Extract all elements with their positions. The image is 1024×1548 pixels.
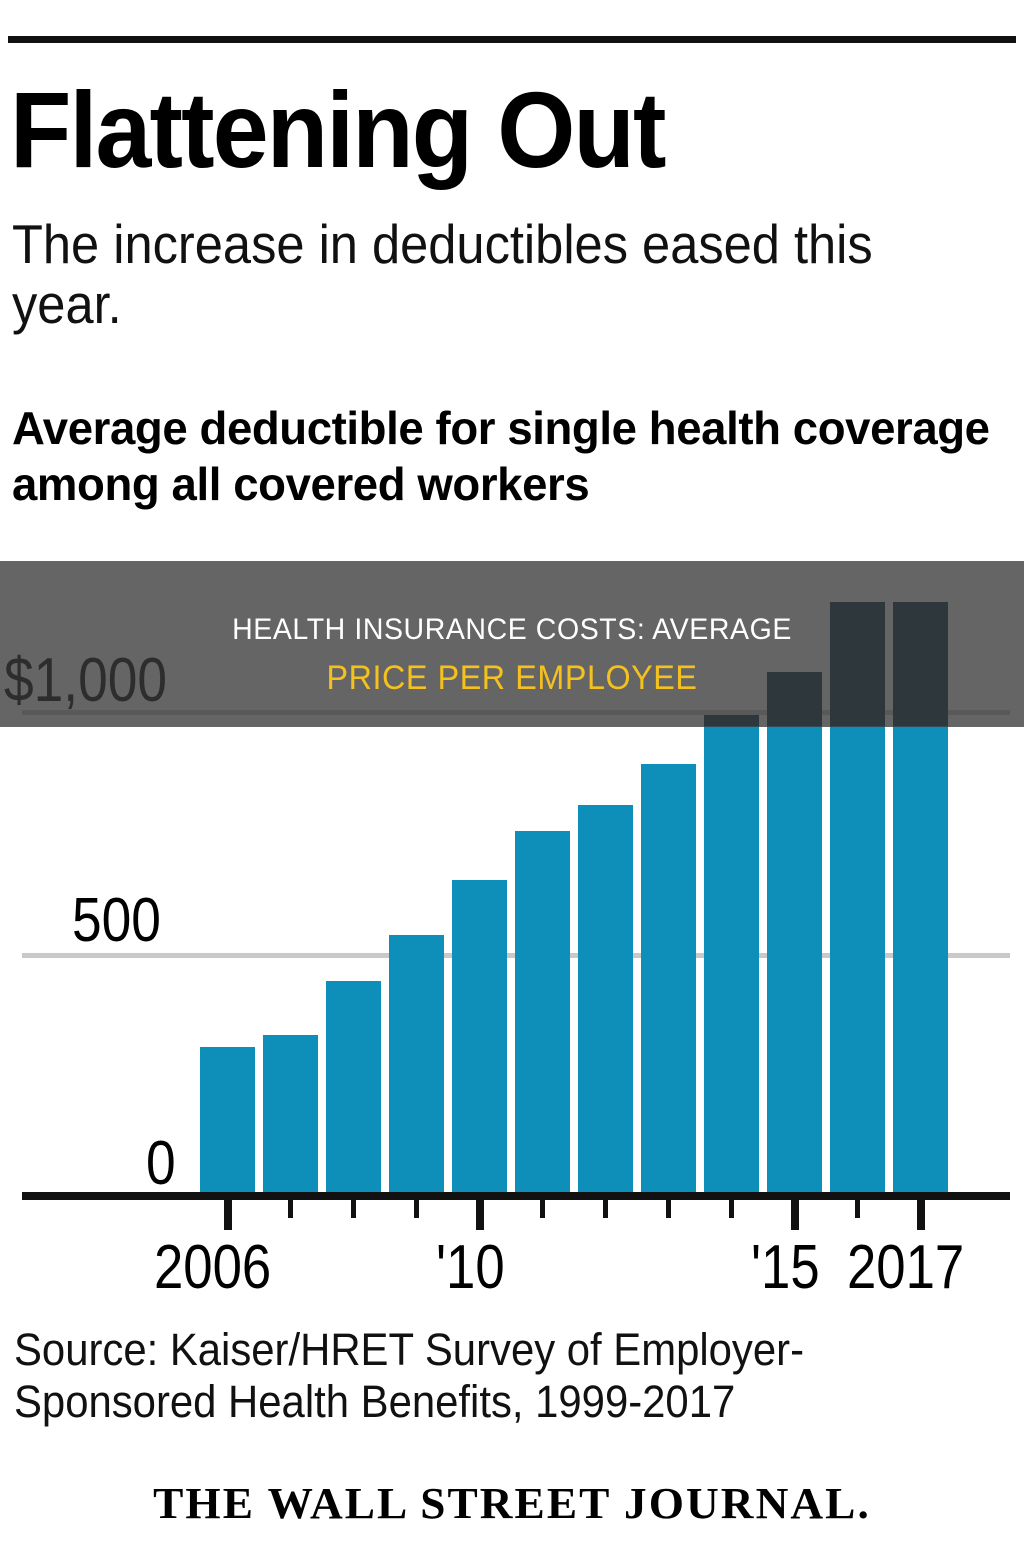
x-tick-2014 bbox=[729, 1200, 734, 1218]
deck-text: The increase in deductibles eased this y… bbox=[12, 213, 873, 335]
x-tick-2016 bbox=[855, 1200, 860, 1218]
bar-2011 bbox=[515, 831, 570, 1192]
overlay-banner: HEALTH INSURANCE COSTS: AVERAGE PRICE PE… bbox=[0, 561, 1024, 727]
bar-2008 bbox=[326, 981, 381, 1192]
x-tick-2007 bbox=[288, 1200, 293, 1218]
bar-2007 bbox=[263, 1034, 318, 1192]
x-tick-2013 bbox=[666, 1200, 671, 1218]
chart-subtitle: Average deductible for single health cov… bbox=[12, 402, 990, 510]
bar-2014 bbox=[704, 715, 759, 1192]
page-title: Flattening Out bbox=[10, 69, 666, 190]
y-axis-label-500: 500 bbox=[72, 886, 161, 955]
x-axis-label-2006: 2006 bbox=[153, 1233, 271, 1302]
x-axis-label-10: '10 bbox=[435, 1233, 505, 1302]
source-note: Source: Kaiser/HRET Survey of Employer-S… bbox=[14, 1324, 805, 1427]
bar-2015 bbox=[767, 671, 822, 1192]
x-axis-label-15: '15 bbox=[750, 1233, 820, 1302]
x-axis-labels: 2006 '10 '15 2017 bbox=[0, 1232, 1024, 1312]
overlay-title-line1: HEALTH INSURANCE COSTS: AVERAGE bbox=[232, 613, 792, 646]
x-axis-label-2017: 2017 bbox=[846, 1233, 964, 1302]
bar-2006 bbox=[200, 1046, 255, 1192]
x-tick-2011 bbox=[540, 1200, 545, 1218]
x-tick-2006 bbox=[223, 1200, 232, 1230]
x-tick-2015 bbox=[790, 1200, 799, 1230]
top-rule bbox=[8, 36, 1016, 43]
bar-2009 bbox=[389, 935, 444, 1192]
x-axis-line bbox=[22, 1192, 1010, 1200]
wsj-logo: THE WALL STREET JOURNAL. bbox=[153, 1479, 871, 1528]
bar-2010 bbox=[452, 879, 507, 1192]
x-tick-2010 bbox=[475, 1200, 484, 1230]
x-tick-2017 bbox=[916, 1200, 925, 1230]
overlay-title-line2: PRICE PER EMPLOYEE bbox=[326, 659, 698, 697]
bar-2013 bbox=[641, 763, 696, 1192]
bar-2012 bbox=[578, 804, 633, 1192]
x-tick-2009 bbox=[414, 1200, 419, 1218]
x-tick-2012 bbox=[603, 1200, 608, 1218]
x-tick-2008 bbox=[351, 1200, 356, 1218]
y-axis-label-0: 0 bbox=[146, 1129, 176, 1198]
